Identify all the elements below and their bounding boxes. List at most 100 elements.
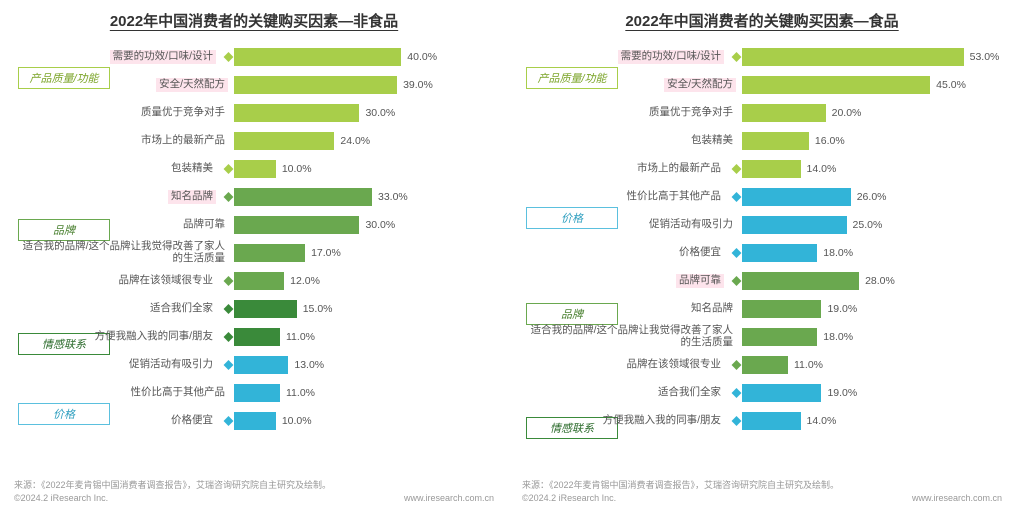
bar-value: 14.0% <box>807 163 837 175</box>
bar <box>234 384 280 402</box>
bar <box>742 328 817 346</box>
chart-row: 包装精美 16.0% <box>522 127 1002 155</box>
chart-row: 安全/天然配方45.0% <box>522 71 1002 99</box>
bar <box>742 356 788 374</box>
bar <box>234 356 288 374</box>
diamond-marker-icon <box>224 416 234 426</box>
diamond-marker-icon <box>732 276 742 286</box>
bar-value: 45.0% <box>936 79 966 91</box>
diamond-marker-icon <box>224 164 234 174</box>
bar <box>234 300 297 318</box>
chart-row: 价格便宜 18.0% <box>522 239 1002 267</box>
bar <box>234 188 372 206</box>
bar <box>234 104 359 122</box>
row-label: 包装精美 <box>14 162 234 176</box>
bar-wrap: 14.0% <box>742 160 1002 178</box>
diamond-marker-icon <box>224 304 234 314</box>
bar-wrap: 17.0% <box>234 244 494 262</box>
diamond-marker-icon <box>224 276 234 286</box>
bar-wrap: 28.0% <box>742 272 1002 290</box>
bar-value: 18.0% <box>823 331 853 343</box>
row-label: 质量优于竞争对手 <box>14 106 234 120</box>
bar-value: 17.0% <box>311 247 341 259</box>
charts-container: 2022年中国消费者的关键购买因素—非食品 产品质量/功能品牌情感联系价格需要的… <box>0 0 1016 509</box>
chart-area: 产品质量/功能价格品牌情感联系需要的功效/口味/设计53.0%安全/天然配方45… <box>522 43 1002 463</box>
diamond-marker-icon <box>732 164 742 174</box>
row-label: 品牌在该领域很专业 <box>522 358 742 372</box>
chart-row: 促销活动有吸引力13.0% <box>14 351 494 379</box>
bar-value: 10.0% <box>282 415 312 427</box>
row-label: 促销活动有吸引力 <box>14 358 234 372</box>
bar-value: 10.0% <box>282 163 312 175</box>
bar-value: 11.0% <box>286 387 315 399</box>
chart-row: 市场上的最新产品24.0% <box>14 127 494 155</box>
bar <box>742 104 826 122</box>
bar-wrap: 26.0% <box>742 188 1002 206</box>
row-label: 性价比高于其他产品 <box>14 386 234 400</box>
bar-value: 30.0% <box>365 107 395 119</box>
bar-wrap: 45.0% <box>742 76 1002 94</box>
row-label: 品牌可靠 <box>14 218 234 232</box>
panel-nonfood: 2022年中国消费者的关键购买因素—非食品 产品质量/功能品牌情感联系价格需要的… <box>0 0 508 509</box>
bar <box>742 188 851 206</box>
chart-row: 知名品牌33.0% <box>14 183 494 211</box>
row-label: 需要的功效/口味/设计 <box>14 50 234 64</box>
bar <box>742 272 859 290</box>
bar-wrap: 12.0% <box>234 272 494 290</box>
row-label: 需要的功效/口味/设计 <box>522 50 742 64</box>
bar-value: 16.0% <box>815 135 845 147</box>
diamond-marker-icon <box>732 360 742 370</box>
copyright: ©2024.2 iResearch Inc. <box>522 493 616 503</box>
copyright: ©2024.2 iResearch Inc. <box>14 493 108 503</box>
bar-wrap: 20.0% <box>742 104 1002 122</box>
bar <box>234 76 397 94</box>
bar-value: 18.0% <box>823 247 853 259</box>
bar <box>742 384 821 402</box>
row-label: 知名品牌 <box>522 302 742 316</box>
bar-wrap: 11.0% <box>234 384 494 402</box>
bar <box>742 76 930 94</box>
footnotes: 来源：《2022年麦肯锡中国消费者调查报告》，艾瑞咨询研究院自主研究及绘制。 ©… <box>522 478 1002 503</box>
bar <box>234 48 401 66</box>
bar-wrap: 30.0% <box>234 104 494 122</box>
bar-value: 53.0% <box>970 51 1000 63</box>
chart-row: 质量优于竞争对手20.0% <box>522 99 1002 127</box>
bar <box>742 216 847 234</box>
chart-row: 适合我们全家15.0% <box>14 295 494 323</box>
bar <box>234 272 284 290</box>
bar-wrap: 13.0% <box>234 356 494 374</box>
diamond-marker-icon <box>732 52 742 62</box>
chart-row: 适合我们全家19.0% <box>522 379 1002 407</box>
chart-row: 适合我的品牌/这个品牌让我觉得改善了家人的生活质量18.0% <box>522 323 1002 351</box>
chart-row: 性价比高于其他产品 11.0% <box>14 379 494 407</box>
chart-row: 品牌可靠28.0% <box>522 267 1002 295</box>
diamond-marker-icon <box>732 388 742 398</box>
chart-row: 知名品牌19.0% <box>522 295 1002 323</box>
diamond-marker-icon <box>732 416 742 426</box>
bar <box>742 300 821 318</box>
bar-value: 39.0% <box>403 79 433 91</box>
chart-row: 方便我融入我的同事/朋友14.0% <box>522 407 1002 435</box>
diamond-marker-icon <box>224 192 234 202</box>
row-label: 价格便宜 <box>522 246 742 260</box>
bar <box>742 132 809 150</box>
bar <box>234 160 276 178</box>
bar-value: 25.0% <box>853 219 883 231</box>
panel-title: 2022年中国消费者的关键购买因素—食品 <box>522 10 1002 31</box>
chart-row: 价格便宜10.0% <box>14 407 494 435</box>
bar <box>742 48 964 66</box>
row-label: 适合我的品牌/这个品牌让我觉得改善了家人的生活质量 <box>14 240 234 265</box>
bar-wrap: 53.0% <box>742 48 1002 66</box>
bar-wrap: 15.0% <box>234 300 494 318</box>
chart-row: 方便我融入我的同事/朋友11.0% <box>14 323 494 351</box>
bar-value: 26.0% <box>857 191 887 203</box>
row-label: 知名品牌 <box>14 190 234 204</box>
bar <box>742 160 801 178</box>
bar-wrap: 25.0% <box>742 216 1002 234</box>
row-label: 包装精美 <box>522 134 742 148</box>
chart-row: 品牌在该领域很专业11.0% <box>522 351 1002 379</box>
chart-row: 质量优于竞争对手 30.0% <box>14 99 494 127</box>
chart-area: 产品质量/功能品牌情感联系价格需要的功效/口味/设计40.0%安全/天然配方39… <box>14 43 494 463</box>
source-text: 来源：《2022年麦肯锡中国消费者调查报告》，艾瑞咨询研究院自主研究及绘制。 <box>522 478 1002 491</box>
chart-row: 需要的功效/口味/设计 53.0% <box>522 43 1002 71</box>
